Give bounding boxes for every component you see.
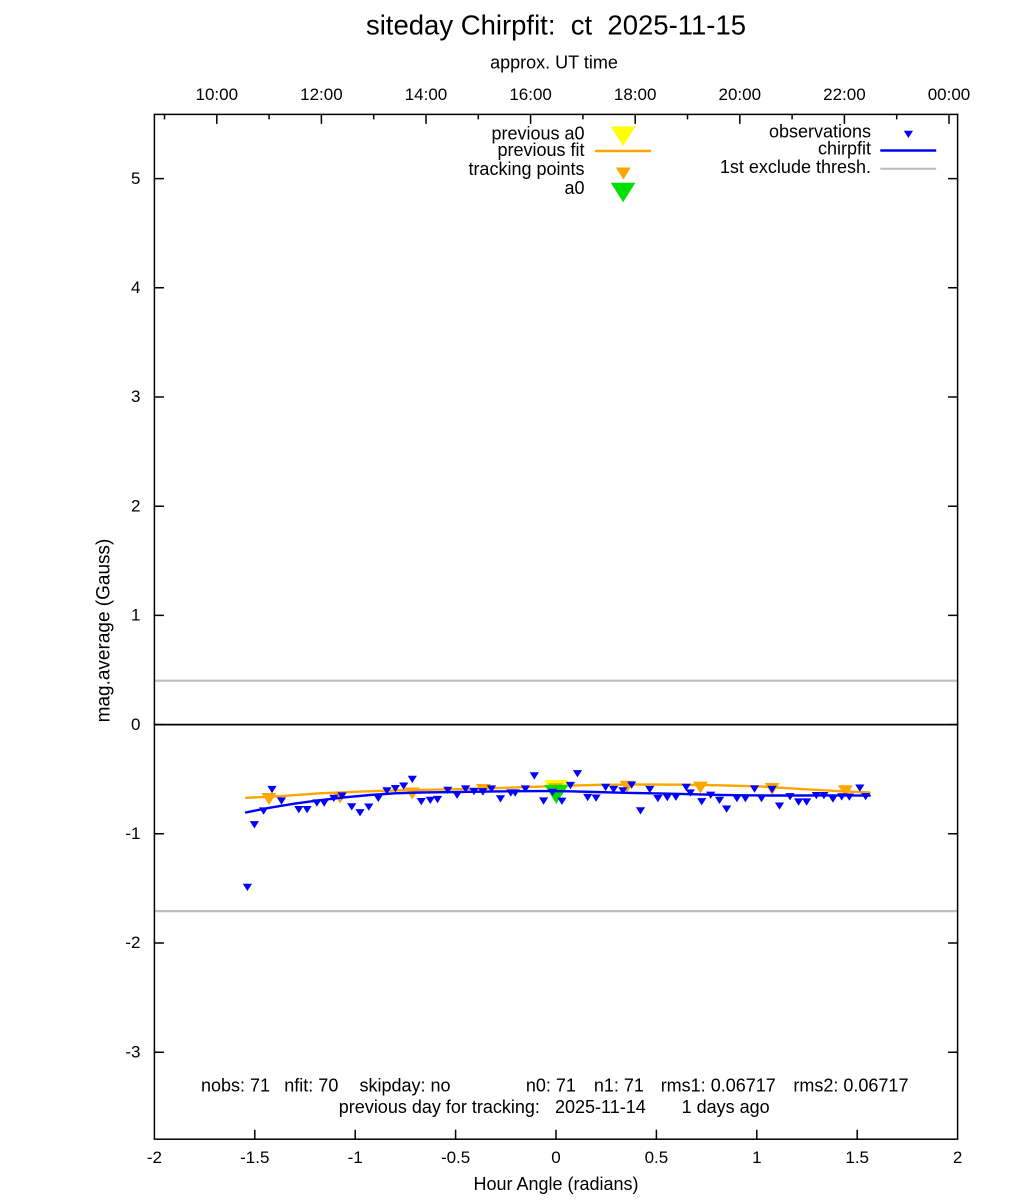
svg-text:rms1: 0.06717: rms1: 0.06717 (661, 1076, 776, 1096)
svg-text:22:00: 22:00 (823, 85, 866, 104)
svg-text:2: 2 (131, 496, 140, 515)
svg-text:mag.average (Gauss): mag.average (Gauss) (94, 539, 115, 723)
svg-text:observations: observations (769, 122, 871, 142)
svg-text:n1: 71: n1: 71 (594, 1076, 644, 1096)
svg-text:1: 1 (752, 1148, 761, 1167)
svg-text:1 days ago: 1 days ago (682, 1097, 770, 1117)
svg-text:1: 1 (131, 606, 140, 625)
svg-text:12:00: 12:00 (300, 85, 343, 104)
svg-text:previous fit: previous fit (497, 140, 584, 160)
svg-text:-3: -3 (125, 1042, 140, 1061)
svg-text:Hour Angle (radians): Hour Angle (radians) (473, 1174, 638, 1194)
svg-text:2: 2 (953, 1148, 962, 1167)
svg-text:1.5: 1.5 (845, 1148, 869, 1167)
svg-text:16:00: 16:00 (509, 85, 552, 104)
svg-text:-1: -1 (125, 824, 140, 843)
svg-text:chirpfit: chirpfit (818, 139, 871, 159)
svg-text:1st exclude thresh.: 1st exclude thresh. (720, 157, 871, 177)
svg-text:5: 5 (131, 169, 140, 188)
svg-text:-1: -1 (348, 1148, 363, 1167)
svg-text:n0: 71: n0: 71 (526, 1076, 576, 1096)
svg-text:20:00: 20:00 (719, 85, 762, 104)
svg-text:previous a0: previous a0 (491, 124, 584, 144)
svg-text:-0.5: -0.5 (441, 1148, 470, 1167)
svg-text:rms2: 0.06717: rms2: 0.06717 (793, 1076, 908, 1096)
svg-text:0: 0 (551, 1148, 560, 1167)
svg-text:-2: -2 (125, 933, 140, 952)
svg-text:10:00: 10:00 (196, 85, 239, 104)
svg-text:18:00: 18:00 (614, 85, 657, 104)
svg-text:siteday Chirpfit: ct 2025-11: siteday Chirpfit: ct 2025-11-15 (366, 10, 746, 41)
svg-text:14:00: 14:00 (405, 85, 448, 104)
svg-text:-2: -2 (147, 1148, 162, 1167)
svg-text:2025-11-14: 2025-11-14 (555, 1097, 646, 1117)
svg-text:previous day for tracking:: previous day for tracking: (339, 1097, 540, 1117)
svg-text:4: 4 (131, 278, 140, 297)
svg-text:nobs: 71: nobs: 71 (201, 1076, 270, 1096)
svg-text:skipday: no: skipday: no (360, 1076, 451, 1096)
svg-text:approx. UT time: approx. UT time (490, 53, 618, 73)
svg-text:a0: a0 (564, 178, 584, 198)
svg-text:tracking points: tracking points (468, 159, 584, 179)
svg-text:-1.5: -1.5 (240, 1148, 269, 1167)
svg-text:3: 3 (131, 387, 140, 406)
svg-text:0.5: 0.5 (645, 1148, 669, 1167)
svg-text:00:00: 00:00 (928, 85, 971, 104)
svg-text:0: 0 (131, 715, 140, 734)
svg-text:nfit: 70: nfit: 70 (284, 1076, 338, 1096)
